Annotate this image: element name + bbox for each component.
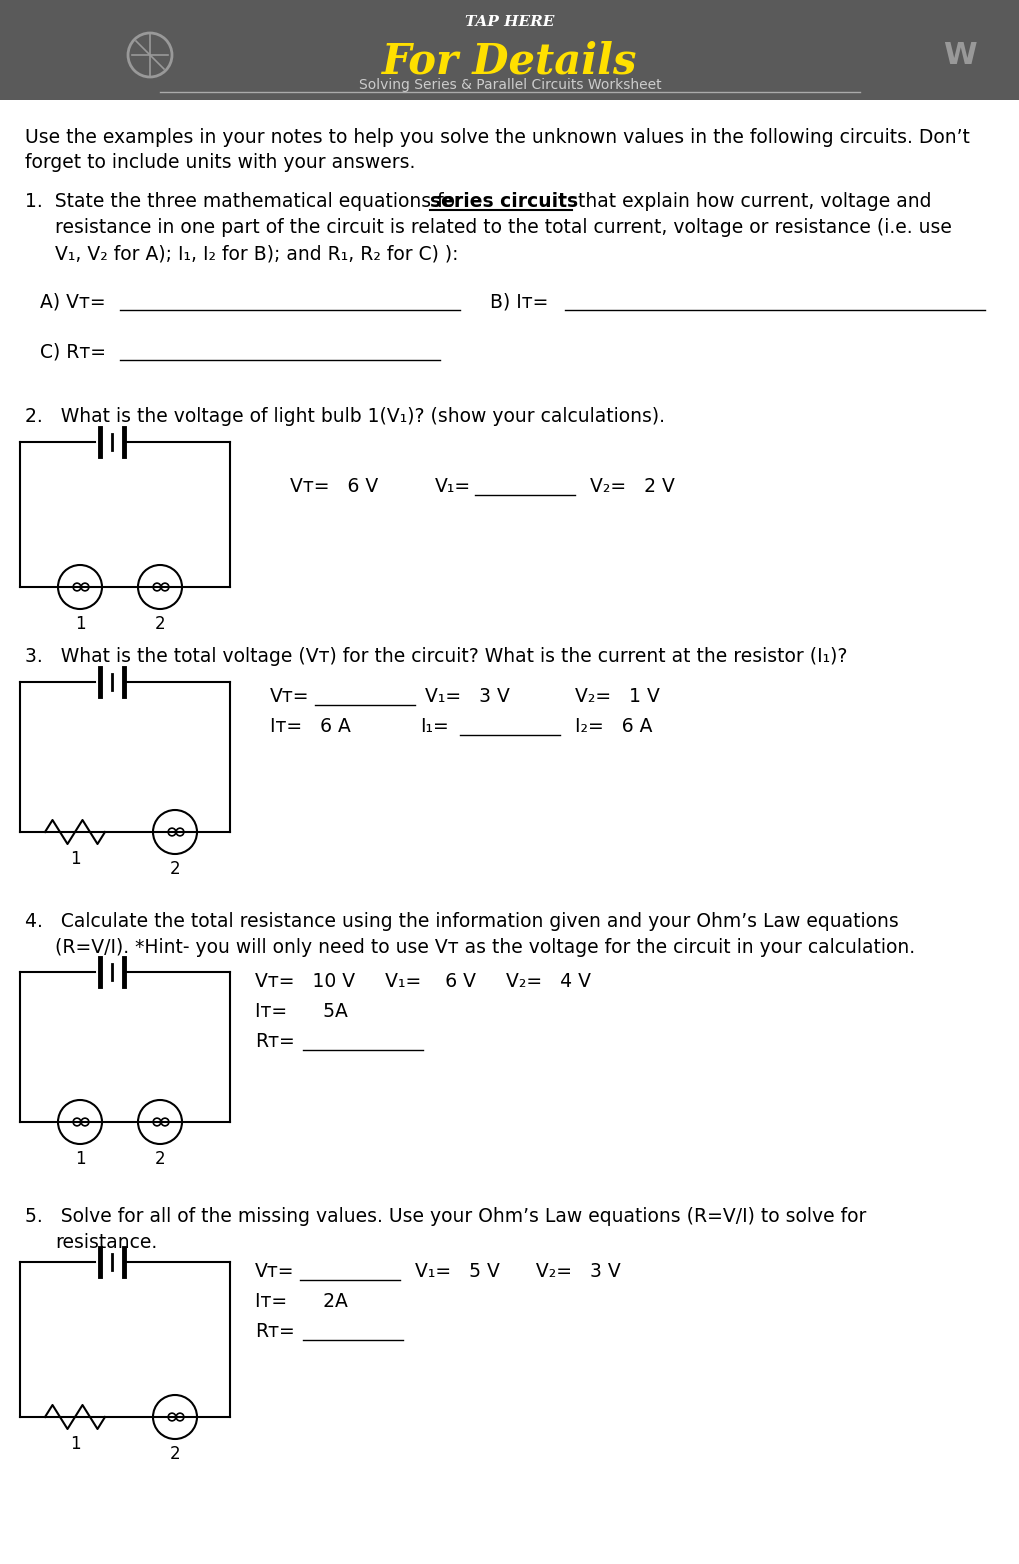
Text: Rᴛ=: Rᴛ= (255, 1032, 294, 1051)
Text: Vᴛ=   6 V: Vᴛ= 6 V (289, 477, 378, 496)
Text: 2: 2 (155, 615, 165, 633)
Text: I₂=   6 A: I₂= 6 A (575, 716, 652, 737)
Text: Vᴛ=: Vᴛ= (270, 687, 309, 705)
Text: Iᴛ=      2A: Iᴛ= 2A (255, 1292, 347, 1311)
Text: V₁=: V₁= (434, 477, 471, 496)
Text: V₁, V₂ for A); I₁, I₂ for B); and R₁, R₂ for C) ):: V₁, V₂ for A); I₁, I₂ for B); and R₁, R₂… (55, 244, 459, 263)
Text: Rᴛ=: Rᴛ= (255, 1322, 294, 1340)
Text: C) Rᴛ=: C) Rᴛ= (40, 343, 106, 361)
Text: 4.   Calculate the total resistance using the information given and your Ohm’s L: 4. Calculate the total resistance using … (25, 912, 898, 931)
Text: TAP HERE: TAP HERE (465, 16, 554, 30)
Text: forget to include units with your answers.: forget to include units with your answer… (25, 153, 415, 172)
Text: V₂=   1 V: V₂= 1 V (575, 687, 659, 705)
Text: resistance in one part of the circuit is related to the total current, voltage o: resistance in one part of the circuit is… (55, 217, 951, 238)
Text: 1: 1 (69, 849, 81, 868)
Text: A) Vᴛ=: A) Vᴛ= (40, 292, 106, 311)
Text: For Details: For Details (382, 41, 637, 83)
Text: 1: 1 (74, 1150, 86, 1168)
Text: Vᴛ=: Vᴛ= (255, 1262, 294, 1281)
Text: W: W (943, 41, 976, 69)
Text: Vᴛ=   10 V     V₁=    6 V     V₂=   4 V: Vᴛ= 10 V V₁= 6 V V₂= 4 V (255, 971, 590, 992)
Text: series circuits: series circuits (430, 192, 578, 211)
Bar (0, 0, 1019, 100)
Text: 2: 2 (169, 1445, 180, 1462)
Text: Iᴛ=   6 A: Iᴛ= 6 A (270, 716, 351, 737)
Text: 2.   What is the voltage of light bulb 1(V₁)? (show your calculations).: 2. What is the voltage of light bulb 1(V… (25, 407, 664, 425)
Text: that explain how current, voltage and: that explain how current, voltage and (572, 192, 930, 211)
Text: (R=V/I). *Hint- you will only need to use Vᴛ as the voltage for the circuit in y: (R=V/I). *Hint- you will only need to us… (55, 938, 914, 957)
Text: B) Iᴛ=: B) Iᴛ= (489, 292, 548, 311)
Text: 2: 2 (169, 860, 180, 877)
Text: 1: 1 (74, 615, 86, 633)
Text: 1: 1 (69, 1436, 81, 1453)
Text: V₁=   3 V: V₁= 3 V (425, 687, 510, 705)
Text: Solving Series & Parallel Circuits Worksheet: Solving Series & Parallel Circuits Works… (359, 78, 660, 92)
Text: V₂=   2 V: V₂= 2 V (589, 477, 675, 496)
Text: I₁=: I₁= (420, 716, 448, 737)
Text: 1.  State the three mathematical equations for: 1. State the three mathematical equation… (25, 192, 469, 211)
Text: resistance.: resistance. (55, 1232, 157, 1253)
Text: V₁=   5 V      V₂=   3 V: V₁= 5 V V₂= 3 V (415, 1262, 621, 1281)
Text: Use the examples in your notes to help you solve the unknown values in the follo: Use the examples in your notes to help y… (25, 128, 969, 147)
Text: 2: 2 (155, 1150, 165, 1168)
Text: Iᴛ=      5A: Iᴛ= 5A (255, 1003, 347, 1021)
Text: 3.   What is the total voltage (Vᴛ) for the circuit? What is the current at the : 3. What is the total voltage (Vᴛ) for th… (25, 647, 847, 666)
Text: 5.   Solve for all of the missing values. Use your Ohm’s Law equations (R=V/I) t: 5. Solve for all of the missing values. … (25, 1207, 865, 1226)
